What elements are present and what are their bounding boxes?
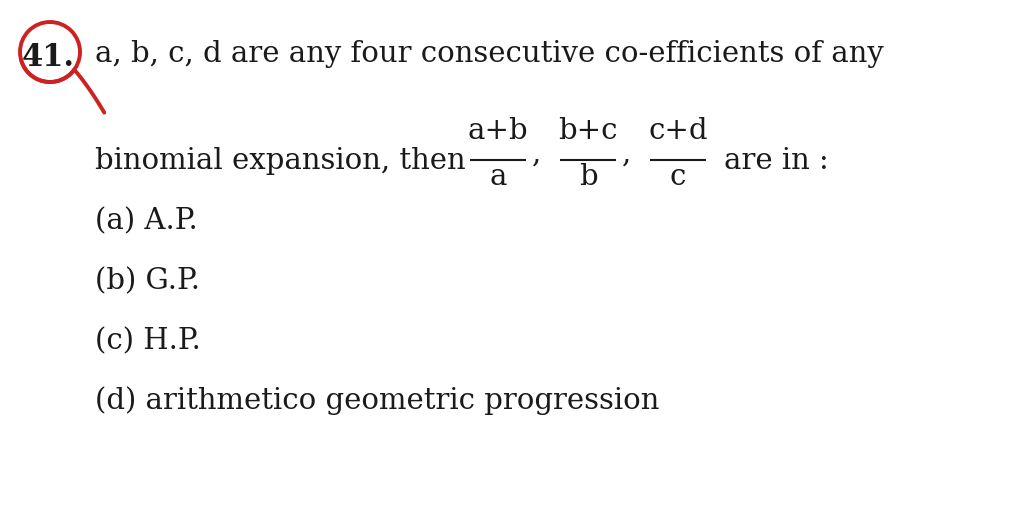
Text: (a) A.P.: (a) A.P. [95,207,198,235]
Text: a+b: a+b [468,117,528,145]
Text: c+d: c+d [648,117,708,145]
Text: (c) H.P.: (c) H.P. [95,327,201,355]
Text: ,: , [622,140,631,168]
Text: a: a [489,163,507,191]
Text: ,: , [532,140,542,168]
Text: (d) arithmetico geometric progression: (d) arithmetico geometric progression [95,386,659,415]
Text: a, b, c, d are any four consecutive co-efficients of any: a, b, c, d are any four consecutive co-e… [95,40,884,68]
Text: binomial expansion, then: binomial expansion, then [95,147,466,175]
Text: are in :: are in : [724,147,828,175]
Text: c: c [670,163,686,191]
Text: (b) G.P.: (b) G.P. [95,267,200,295]
Text: b: b [579,163,597,191]
Text: b+c: b+c [558,117,617,145]
Text: 41.: 41. [22,42,75,73]
